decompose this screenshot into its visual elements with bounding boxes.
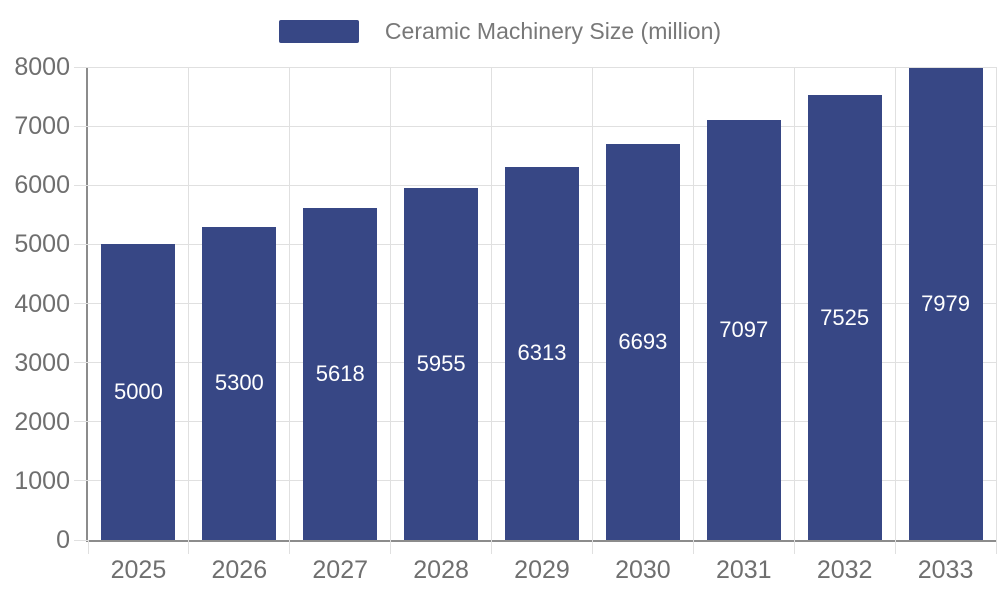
x-gridline (894, 67, 896, 540)
bar-value-label: 5300 (214, 370, 264, 396)
bar-value-label: 7097 (719, 317, 769, 343)
y-tick-label: 5000 (14, 230, 70, 259)
x-tick-label: 2025 (110, 556, 167, 584)
bar-value-label: 5000 (113, 379, 163, 405)
bar-value-label: 5955 (416, 350, 466, 376)
bar: 5000 (101, 244, 176, 540)
x-gridline (995, 67, 997, 540)
x-tick (793, 540, 795, 554)
y-tick (74, 243, 88, 245)
y-tick (74, 421, 88, 423)
x-tick-label: 2026 (211, 556, 268, 584)
x-axis-line (86, 540, 996, 542)
bar: 6313 (505, 166, 579, 540)
bar: 7979 (908, 68, 983, 540)
x-tick-label: 2033 (917, 556, 974, 584)
x-gridline (188, 67, 190, 540)
legend-swatch (278, 20, 359, 43)
x-tick (894, 540, 896, 554)
legend-label: Ceramic Machinery Size (million) (384, 18, 722, 44)
bar: 7525 (807, 95, 882, 540)
legend: Ceramic Machinery Size (million) (0, 18, 1000, 45)
x-gridline (591, 67, 593, 540)
bar-value-label: 5618 (315, 360, 365, 386)
x-tick (87, 540, 89, 554)
bar: 5955 (404, 187, 479, 540)
x-tick (289, 540, 291, 554)
y-tick (74, 125, 88, 127)
x-tick (591, 540, 593, 554)
y-tick (74, 303, 88, 304)
y-tick (74, 539, 88, 541)
x-tick (995, 540, 997, 554)
x-tick (188, 540, 190, 554)
x-tick (491, 540, 493, 554)
bar-value-label: 7979 (921, 291, 971, 317)
y-tick-label: 0 (56, 526, 70, 554)
x-gridline (491, 67, 493, 540)
y-tick-label: 7000 (14, 112, 70, 141)
bar-value-label: 6313 (517, 340, 567, 366)
bar-value-label: 6693 (618, 329, 668, 355)
x-tick-label: 2032 (816, 556, 873, 584)
x-gridline (390, 67, 392, 540)
plot-area: 5000 5300 5618 5955 6313 6693 7097 7525 7979 (86, 66, 997, 542)
y-tick (74, 480, 88, 482)
bar-value-label: 7525 (820, 304, 870, 330)
y-tick-label: 3000 (14, 348, 70, 377)
bar: 6693 (605, 144, 680, 540)
x-gridline (289, 67, 291, 540)
y-tick-label: 1000 (14, 466, 70, 495)
y-tick-label: 8000 (14, 53, 70, 81)
x-tick-label: 2029 (514, 556, 570, 584)
x-tick-label: 2028 (413, 556, 469, 584)
y-tick (74, 66, 88, 68)
y-gridline (88, 66, 996, 68)
x-tick-label: 2031 (715, 556, 772, 584)
x-tick (390, 540, 392, 554)
y-tick-label: 6000 (14, 171, 70, 200)
y-tick (74, 184, 88, 186)
bar: 7097 (706, 120, 781, 540)
y-tick-label: 4000 (14, 289, 70, 318)
x-tick-label: 2030 (615, 556, 671, 584)
y-tick (74, 362, 88, 364)
x-tick (692, 540, 694, 554)
x-gridline (793, 67, 795, 540)
y-gridline (88, 125, 996, 127)
bar: 5300 (202, 226, 277, 540)
x-gridline (692, 67, 694, 540)
bar: 5618 (303, 207, 378, 540)
y-tick-label: 2000 (14, 407, 70, 436)
x-tick-label: 2027 (312, 556, 369, 584)
